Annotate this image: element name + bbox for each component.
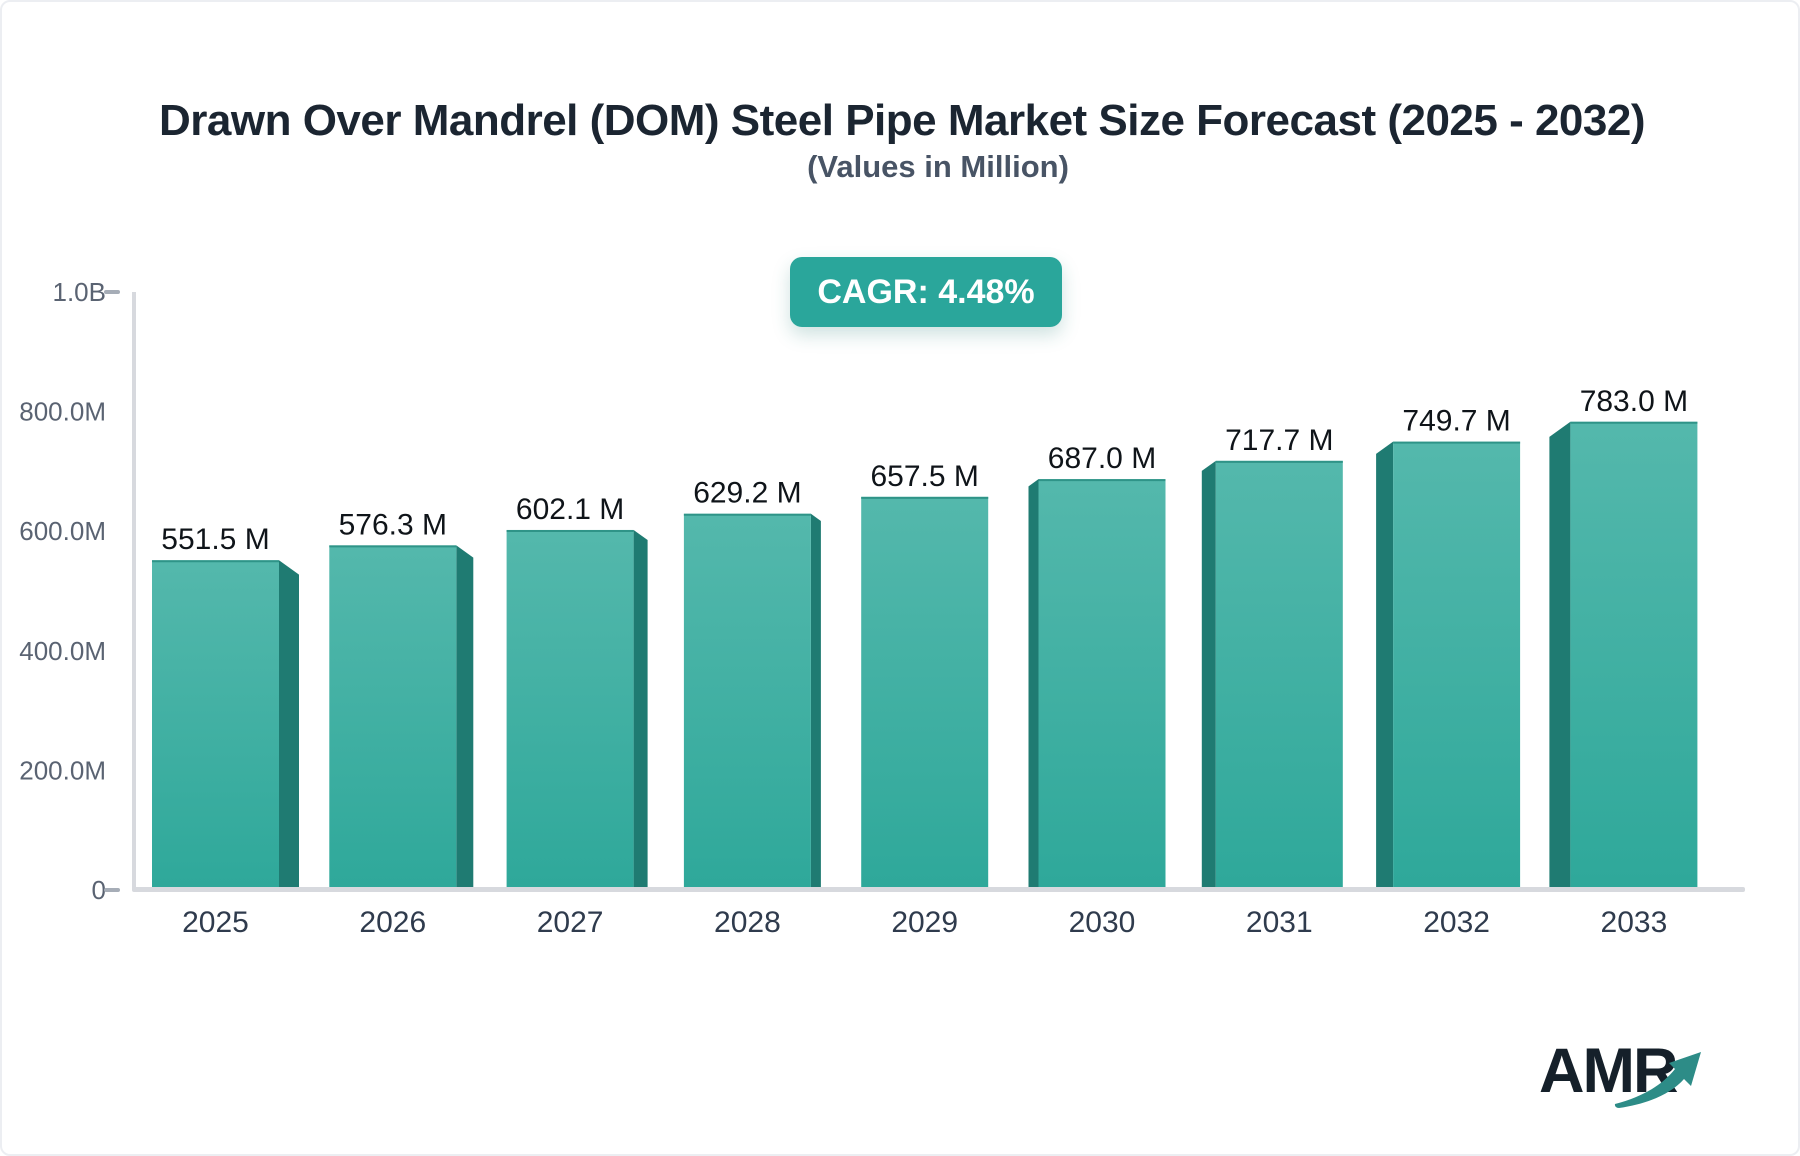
bar[interactable] <box>1038 479 1166 892</box>
amr-logo: AMR <box>1539 1040 1739 1120</box>
bar[interactable] <box>1393 441 1521 892</box>
bar-value-label: 783.0 M <box>1580 385 1688 418</box>
x-axis-baseline <box>132 887 1745 892</box>
y-axis-line <box>132 292 136 890</box>
y-axis-label: 1.0B <box>53 277 107 307</box>
bar[interactable] <box>1570 421 1698 892</box>
bar[interactable] <box>683 513 811 892</box>
bar-side-face[interactable] <box>279 560 299 892</box>
x-axis-label: 2027 <box>537 906 604 939</box>
y-axis-tick <box>104 888 120 892</box>
x-axis-label: 2033 <box>1601 906 1668 939</box>
y-axis-tick <box>104 290 120 294</box>
bar[interactable] <box>152 560 279 892</box>
bar-value-label: 602.1 M <box>516 493 624 526</box>
chart-title: Drawn Over Mandrel (DOM) Steel Pipe Mark… <box>159 96 1646 145</box>
cagr-badge: CAGR: 4.48% <box>790 257 1062 327</box>
bar-side-face[interactable] <box>1201 460 1216 892</box>
bar[interactable] <box>861 496 989 892</box>
bar-side-face[interactable] <box>456 545 474 892</box>
bar-side-face[interactable] <box>1376 441 1394 892</box>
bar-value-label: 749.7 M <box>1402 405 1510 438</box>
bar[interactable] <box>329 545 457 892</box>
bar-value-label: 629.2 M <box>693 477 801 510</box>
bar-value-label: 576.3 M <box>339 508 447 541</box>
x-axis-label: 2025 <box>182 906 249 939</box>
growth-arrow-icon <box>1614 1052 1701 1108</box>
y-axis-label: 400.0M <box>19 636 106 666</box>
x-axis-label: 2031 <box>1246 906 1313 939</box>
x-axis-label: 2029 <box>891 906 958 939</box>
bar-value-label: 657.5 M <box>870 460 978 493</box>
chart-subtitle: (Values in Million) <box>807 149 1069 184</box>
y-axis-label: 600.0M <box>19 516 106 546</box>
bar-value-label: 717.7 M <box>1225 424 1333 457</box>
x-axis-label: 2030 <box>1069 906 1136 939</box>
y-axis-label: 200.0M <box>19 755 106 785</box>
x-axis-label: 2026 <box>359 906 426 939</box>
y-axis-label: 800.0M <box>19 397 106 427</box>
bar-side-face[interactable] <box>1028 479 1039 892</box>
bar-value-label: 551.5 M <box>161 523 269 556</box>
x-axis-label: 2028 <box>714 906 781 939</box>
bar-side-face[interactable] <box>810 513 821 892</box>
bar-value-label: 687.0 M <box>1048 442 1156 475</box>
x-axis-label: 2032 <box>1423 906 1490 939</box>
bar[interactable] <box>1215 460 1343 892</box>
y-axis-label: 0 <box>92 875 106 905</box>
bar-side-face[interactable] <box>633 529 648 892</box>
bar-side-face[interactable] <box>1549 421 1571 892</box>
bar[interactable] <box>506 529 634 892</box>
cagr-badge-label: CAGR: 4.48% <box>817 272 1035 311</box>
